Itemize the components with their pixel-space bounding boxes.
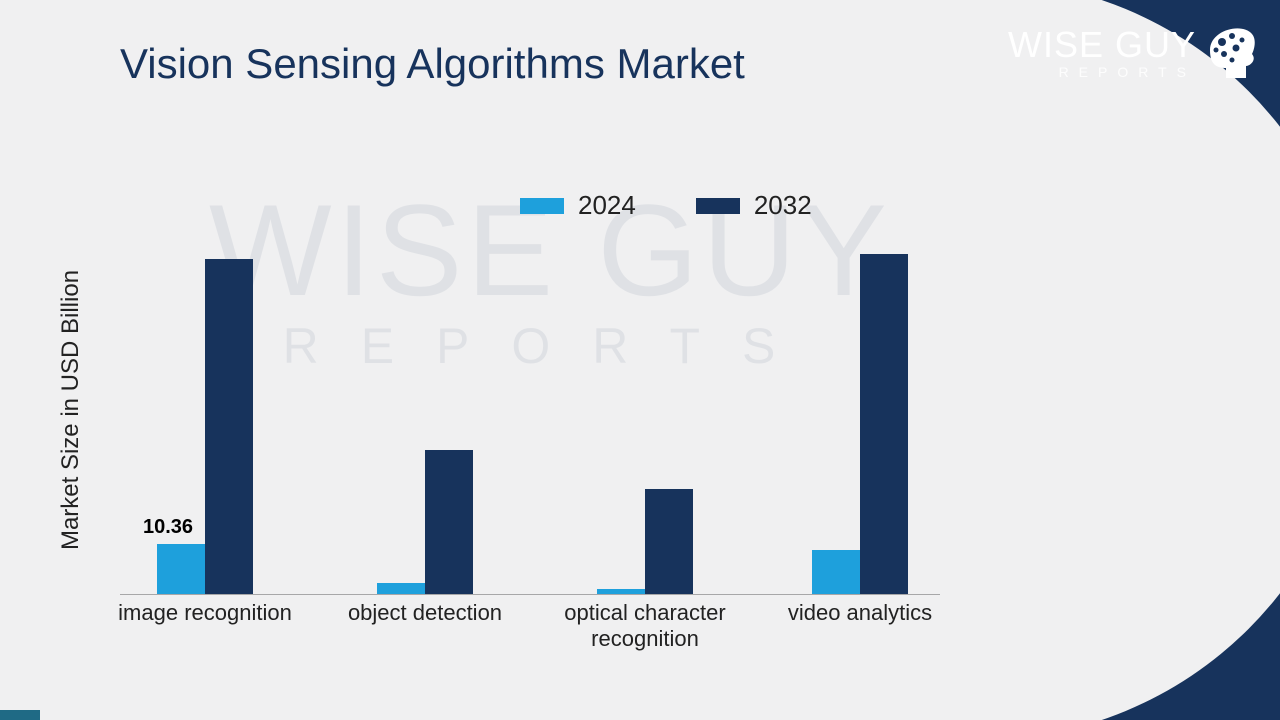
x-axis-category-label: optical character recognition [555, 600, 735, 652]
x-axis-category-label: image recognition [115, 600, 295, 626]
chart-plot-area: 10.36 [120, 250, 940, 595]
bar-2032 [425, 450, 473, 594]
brand-logo: WISE GUY REPORTS [1008, 20, 1256, 86]
legend-label-2024: 2024 [578, 190, 636, 221]
x-axis-category-label: object detection [335, 600, 515, 626]
x-axis-baseline [120, 594, 940, 595]
x-axis-category-label: video analytics [770, 600, 950, 626]
bar-value-label: 10.36 [143, 516, 193, 539]
logo-sub-text: REPORTS [1059, 65, 1196, 79]
bar-2032 [860, 254, 908, 594]
legend-label-2032: 2032 [754, 190, 812, 221]
bottom-accent-bar [0, 710, 40, 720]
bar-2024 [157, 544, 205, 594]
bar-2032 [205, 259, 253, 594]
y-axis-label-wrap: Market Size in USD Billion [56, 230, 86, 590]
bar-2032 [645, 489, 693, 594]
bar-2024 [377, 583, 425, 594]
legend: 2024 2032 [520, 190, 812, 221]
x-axis-labels: image recognitionobject detectionoptical… [120, 600, 940, 680]
logo-main-text: WISE GUY [1008, 27, 1196, 63]
brand-panel [960, 0, 1280, 720]
bar-2024 [812, 550, 860, 594]
legend-swatch-2024 [520, 198, 564, 214]
legend-item-2032: 2032 [696, 190, 812, 221]
y-axis-label: Market Size in USD Billion [57, 270, 85, 550]
legend-swatch-2032 [696, 198, 740, 214]
bar-2024 [597, 589, 645, 594]
head-dots-icon [1202, 20, 1256, 86]
chart-title: Vision Sensing Algorithms Market [120, 40, 745, 88]
legend-item-2024: 2024 [520, 190, 636, 221]
